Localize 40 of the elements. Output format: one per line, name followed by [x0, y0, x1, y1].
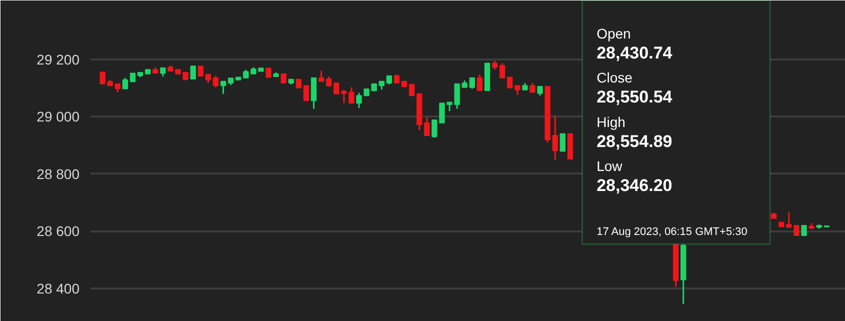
candlestick [310, 77, 317, 110]
annotation: Open [596, 26, 631, 42]
candlestick [476, 74, 483, 92]
annotation: 28,550.54 [596, 88, 673, 107]
candlestick [100, 72, 106, 84]
annotation: 28,430.74 [596, 44, 673, 63]
annotation: Close [596, 70, 633, 86]
candlestick [280, 73, 286, 84]
candlestick [198, 66, 204, 77]
candlestick [334, 82, 340, 94]
candlestick [122, 77, 128, 90]
candlestick [560, 133, 566, 152]
y-tick-label: 29 000 [36, 108, 80, 125]
y-tick-label: 28 800 [36, 166, 80, 182]
annotation: 28,346.20 [596, 176, 672, 195]
candlestick [212, 75, 219, 88]
candlestick [552, 115, 558, 161]
candlestick [266, 68, 272, 78]
candlestick [303, 85, 310, 102]
candlestick [190, 66, 196, 80]
annotation: High [596, 114, 626, 130]
y-tick-label: 28 400 [36, 280, 80, 297]
y-tick-label: 29 200 [36, 51, 80, 68]
candlestick [499, 62, 506, 79]
candlestick [326, 76, 332, 87]
candlestick [318, 70, 324, 82]
candlestick [537, 86, 543, 96]
candlestick [408, 84, 415, 96]
candlestick [507, 76, 513, 88]
candlestick [469, 77, 475, 90]
candlestick [424, 116, 430, 136]
annotation: 17 Aug 2023, 06:15 GMT+5:30 [596, 226, 748, 238]
y-tick-label: 28 600 [36, 223, 80, 240]
annotation: Low [596, 158, 624, 174]
candlestick [356, 92, 362, 109]
candlestick [220, 80, 226, 95]
candlestick [801, 224, 807, 236]
annotation: 28,554.89 [596, 132, 672, 151]
candlestick [514, 84, 520, 96]
candlestick [530, 82, 536, 93]
